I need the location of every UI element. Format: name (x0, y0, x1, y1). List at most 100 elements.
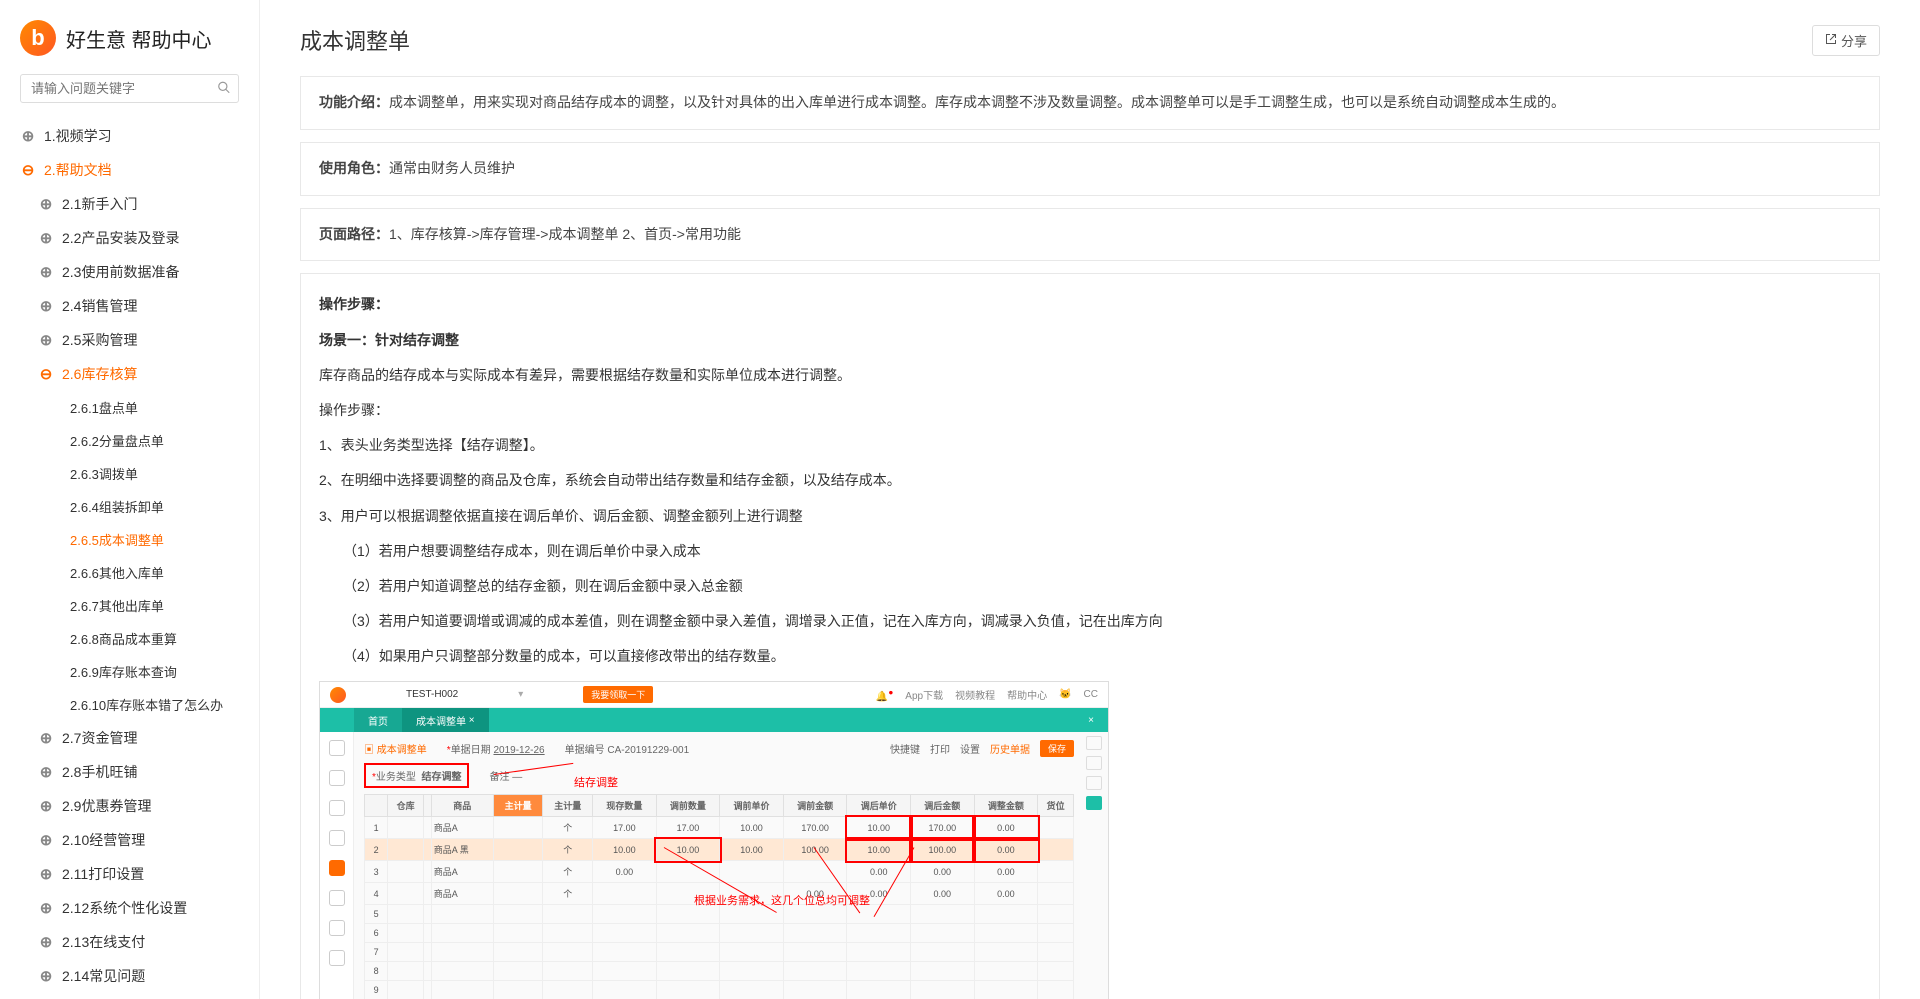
ss-code-label: 单据编号 (565, 745, 605, 756)
ss-lefticon-8 (329, 950, 345, 966)
role-label: 使用角色： (319, 160, 389, 176)
substep-1: （1）若用户想要调整结存成本，则在调后单价中录入成本 (319, 539, 1861, 564)
nav-level1-item[interactable]: ⊕2.14常见问题 (0, 959, 259, 993)
nav-level1-item[interactable]: ⊕ 2.8手机旺铺 (0, 755, 259, 789)
nav-level2-item[interactable]: 2.6.4组装拆卸单 (0, 490, 259, 523)
role-box: 使用角色：通常由财务人员维护 (300, 142, 1880, 196)
nav-top-item[interactable]: ⊖ 2.帮助文档 (0, 153, 259, 187)
ss-th: 调后单价 (847, 795, 911, 817)
nav-label: 2.6.8商品成本重算 (70, 629, 177, 648)
nav-level2-item[interactable]: 2.6.2分量盘点单 (0, 424, 259, 457)
path-label: 页面路径： (319, 226, 389, 242)
share-button[interactable]: 分享 (1812, 25, 1880, 56)
share-icon (1825, 33, 1837, 48)
plus-icon: ⊕ (38, 230, 54, 246)
ss-topicon-2: 视频教程 (955, 687, 995, 702)
scene1-title: 场景一：针对结存调整 (319, 328, 1861, 353)
ss-th: 调整金额 (974, 795, 1038, 817)
nav-level1-item[interactable]: ⊕2.15操作案例 (0, 993, 259, 999)
nav-level2-item[interactable]: 2.6.7其他出库单 (0, 589, 259, 622)
ss-th: 主计量 (493, 795, 543, 817)
nav-level2-item[interactable]: 2.6.5成本调整单 (0, 523, 259, 556)
nav-level1-item[interactable]: ⊕2.10经营管理 (0, 823, 259, 857)
nav-level2-item[interactable]: 2.6.8商品成本重算 (0, 622, 259, 655)
plus-icon: ⊕ (38, 900, 54, 916)
nav-level2-item[interactable]: 2.6.9库存账本查询 (0, 655, 259, 688)
nav-label: 2.8手机旺铺 (62, 762, 137, 782)
ss-code-value: CA-20191229-001 (607, 745, 689, 756)
nav-level1-item[interactable]: ⊕2.3使用前数据准备 (0, 255, 259, 289)
minus-icon: ⊖ (38, 366, 54, 382)
nav-label: 2.6.9库存账本查询 (70, 662, 177, 681)
ss-th: 现存数量 (593, 795, 657, 817)
search-icon[interactable] (217, 80, 231, 97)
brand-row: b 好生意 帮助中心 (0, 20, 259, 74)
ss-th: 仓库 (388, 795, 424, 817)
ss-biztype-value: 结存调整 (421, 772, 461, 783)
plus-icon: ⊕ (38, 934, 54, 950)
ss-lefticon-4 (329, 830, 345, 846)
nav-label: 2.6.2分量盘点单 (70, 431, 164, 450)
steps2-label: 操作步骤： (319, 398, 1861, 423)
ss-logo-icon (330, 687, 346, 703)
nav-label: 2.9优惠券管理 (62, 796, 151, 816)
plus-icon: ⊕ (20, 128, 36, 144)
content-block: 操作步骤： 场景一：针对结存调整 库存商品的结存成本与实际成本有差异，需要根据结… (300, 273, 1880, 999)
nav-level2-item[interactable]: 2.6.10库存账本错了怎么办 (0, 688, 259, 721)
nav-level1-item[interactable]: ⊕2.12系统个性化设置 (0, 891, 259, 925)
ss-topbar: TEST-H002 ▾ 我要领取一下 🔔● 消息 App下载 视频教程 帮助中心… (320, 682, 1108, 708)
brand-logo: b (20, 20, 56, 56)
nav-label: 2.14常见问题 (62, 966, 145, 986)
nav-level1-item[interactable]: ⊕2.4销售管理 (0, 289, 259, 323)
ss-th: 调前单价 (720, 795, 784, 817)
nav-label: 2.13在线支付 (62, 932, 145, 952)
plus-icon: ⊕ (38, 866, 54, 882)
ss-th: 商品 (431, 795, 493, 817)
ss-th: 调后金额 (911, 795, 975, 817)
steps-label: 操作步骤： (319, 292, 1861, 317)
substep-2: （2）若用户知道调整总的结存金额，则在调后金额中录入总金额 (319, 574, 1861, 599)
ss-lefticon-1 (329, 740, 345, 756)
nav-level1-item[interactable]: ⊖ 2.6库存核算 (0, 357, 259, 391)
nav-level1-item[interactable]: ⊕2.5采购管理 (0, 323, 259, 357)
nav-label: 2.6.4组装拆卸单 (70, 497, 164, 516)
ss-breadcrumb-row: ▣ 成本调整单 *单据日期 2019-12-26 单据编号 CA-2019122… (364, 740, 1074, 757)
ss-tab-home: 首页 (354, 708, 402, 732)
intro-text: 成本调整单，用来实现对商品结存成本的调整，以及针对具体的出入库单进行成本调整。库… (389, 94, 1565, 110)
ss-avatar-icon: 🐱 (1059, 689, 1071, 700)
nav-level1-item[interactable]: ⊕ 2.13在线支付 (0, 925, 259, 959)
nav-label: 2.6.10库存账本错了怎么办 (70, 695, 223, 714)
ss-th: 调前数量 (656, 795, 720, 817)
main-content: 成本调整单 分享 功能介绍：成本调整单，用来实现对商品结存成本的调整，以及针对具… (260, 0, 1920, 999)
ss-topicon-3: 帮助中心 (1007, 687, 1047, 702)
plus-icon: ⊕ (38, 264, 54, 280)
substep-3: （3）若用户知道要调增或调减的成本差值，则在调整金额中录入差值，调增录入正值，记… (319, 609, 1861, 634)
nav-level2-item[interactable]: 2.6.6其他入库单 (0, 556, 259, 589)
nav-top-item[interactable]: ⊕1.视频学习 (0, 119, 259, 153)
plus-icon: ⊕ (38, 764, 54, 780)
nav-level1-item[interactable]: ⊕2.2产品安装及登录 (0, 221, 259, 255)
minus-icon: ⊖ (20, 162, 36, 178)
nav-label: 2.6库存核算 (62, 364, 137, 384)
nav-label: 2.10经营管理 (62, 830, 145, 850)
nav-level1-item[interactable]: ⊕2.7资金管理 (0, 721, 259, 755)
brand-title: 好生意 帮助中心 (66, 24, 212, 53)
ss-top-right: 🔔● 消息 App下载 视频教程 帮助中心 🐱 CC (876, 687, 1098, 702)
search-input[interactable] (20, 74, 239, 103)
nav-label: 2.帮助文档 (44, 160, 112, 180)
nav-level2-item[interactable]: 2.6.1盘点单 (0, 391, 259, 424)
path-box: 页面路径：1、库存核算->库存管理->成本调整单 2、首页->常用功能 (300, 208, 1880, 262)
ss-lefticon-6 (329, 890, 345, 906)
nav-level1-item[interactable]: ⊕2.1新手入门 (0, 187, 259, 221)
page-header: 成本调整单 分享 (300, 24, 1880, 56)
ss-content: ▣ 成本调整单 *单据日期 2019-12-26 单据编号 CA-2019122… (354, 732, 1084, 999)
nav-label: 2.5采购管理 (62, 330, 137, 350)
nav-label: 2.11打印设置 (62, 864, 144, 884)
ss-biztype-redbox: *业务类型 结存调整 (364, 763, 469, 788)
ss-body: ▣ 成本调整单 *单据日期 2019-12-26 单据编号 CA-2019122… (320, 732, 1108, 999)
nav-level2-item[interactable]: 2.6.3调拨单 (0, 457, 259, 490)
nav-level1-item[interactable]: ⊕2.9优惠券管理 (0, 789, 259, 823)
role-text: 通常由财务人员维护 (389, 160, 515, 176)
ss-date-value: 2019-12-26 (493, 745, 544, 756)
nav-level1-item[interactable]: ⊕ 2.11打印设置 (0, 857, 259, 891)
